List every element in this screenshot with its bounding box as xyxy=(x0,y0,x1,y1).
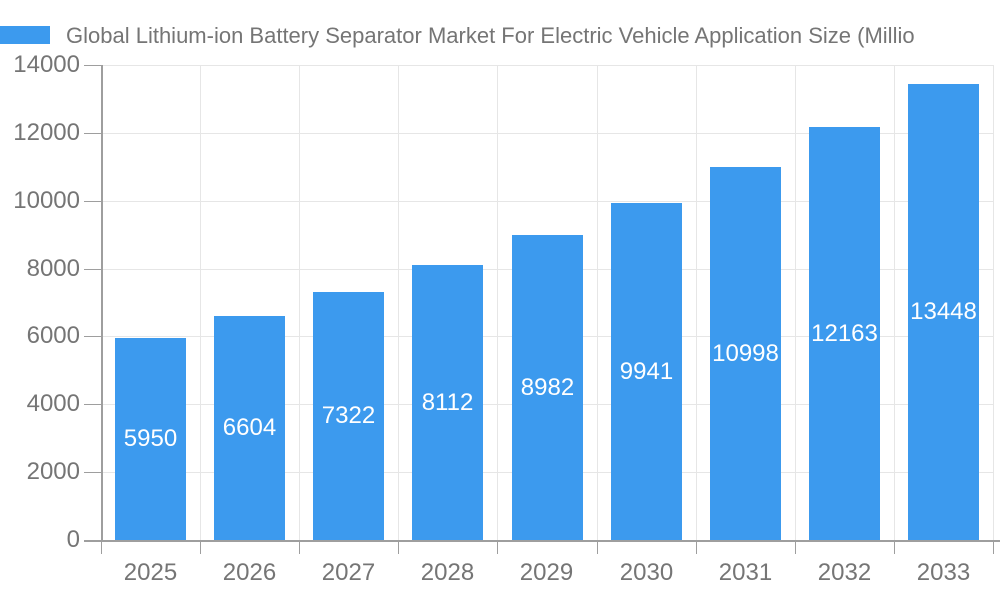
bar-2030[interactable]: 9941 xyxy=(611,203,682,540)
y-axis-label: 14000 xyxy=(13,51,80,78)
bar-2032[interactable]: 12163 xyxy=(809,127,880,540)
bar-2031[interactable]: 10998 xyxy=(710,167,781,540)
x-axis-tick xyxy=(299,540,300,554)
v-gridline xyxy=(795,65,796,540)
x-axis-tick xyxy=(894,540,895,554)
y-axis-tick xyxy=(84,65,101,66)
bar-value-label: 9941 xyxy=(619,357,674,385)
bar-value-label: 6604 xyxy=(222,414,277,441)
x-axis-label: 2029 xyxy=(519,559,574,586)
x-axis-line xyxy=(84,540,1000,542)
h-gridline xyxy=(101,65,993,66)
y-axis-tick xyxy=(84,201,101,202)
y-axis-label: 8000 xyxy=(26,255,80,282)
y-axis-tick xyxy=(84,269,101,270)
y-axis-tick xyxy=(84,404,101,405)
bar-2026[interactable]: 6604 xyxy=(214,316,285,540)
v-gridline xyxy=(696,65,697,540)
bar-value-label: 5950 xyxy=(123,425,178,452)
x-axis-tick xyxy=(398,540,399,554)
y-axis-line xyxy=(101,65,103,542)
x-axis-tick xyxy=(993,540,994,554)
x-axis-tick xyxy=(795,540,796,554)
v-gridline xyxy=(299,65,300,540)
v-gridline xyxy=(497,65,498,540)
y-axis-label: 12000 xyxy=(13,119,80,146)
v-gridline xyxy=(597,65,598,540)
bar-value-label: 8112 xyxy=(421,388,474,416)
bar-value-label: 13448 xyxy=(910,298,977,325)
y-axis-tick xyxy=(84,472,101,473)
legend-label: Global Lithium-ion Battery Separator Mar… xyxy=(66,23,915,48)
y-axis-tick xyxy=(84,133,101,134)
x-axis-label: 2027 xyxy=(321,559,376,586)
v-gridline xyxy=(894,65,895,540)
y-axis-label: 10000 xyxy=(13,187,80,214)
v-gridline xyxy=(398,65,399,540)
x-axis-tick xyxy=(200,540,201,554)
x-axis-tick xyxy=(101,540,102,554)
y-axis-tick xyxy=(84,336,101,337)
y-axis-label: 4000 xyxy=(26,390,80,417)
bar-2027[interactable]: 7322 xyxy=(313,292,384,540)
bar-value-label: 7322 xyxy=(321,402,376,429)
y-axis-label: 2000 xyxy=(26,458,80,485)
x-axis-label: 2030 xyxy=(619,559,674,586)
bar-2025[interactable]: 5950 xyxy=(115,338,186,540)
y-axis-label: 6000 xyxy=(26,322,80,349)
h-gridline xyxy=(101,201,993,202)
legend-swatch xyxy=(0,26,50,44)
x-axis-tick xyxy=(497,540,498,554)
bar-2028[interactable]: 8112 xyxy=(412,265,483,540)
x-axis-label: 2028 xyxy=(420,559,475,586)
v-gridline xyxy=(993,65,994,540)
y-axis-label: 0 xyxy=(66,526,80,553)
h-gridline xyxy=(101,133,993,134)
x-axis-label: 2026 xyxy=(222,559,277,586)
bar-2033[interactable]: 13448 xyxy=(908,84,979,540)
bar-value-label: 10998 xyxy=(712,339,779,367)
x-axis-label: 2033 xyxy=(916,559,971,586)
x-axis-tick xyxy=(597,540,598,554)
bar-2029[interactable]: 8982 xyxy=(512,235,583,540)
x-axis-label: 2031 xyxy=(718,559,773,586)
x-axis-label: 2032 xyxy=(817,559,872,586)
v-gridline xyxy=(200,65,201,540)
y-axis-tick xyxy=(84,540,101,541)
x-axis-label: 2025 xyxy=(123,559,178,586)
x-axis-tick xyxy=(696,540,697,554)
bar-value-label: 12163 xyxy=(811,319,878,347)
bar-value-label: 8982 xyxy=(520,373,575,401)
